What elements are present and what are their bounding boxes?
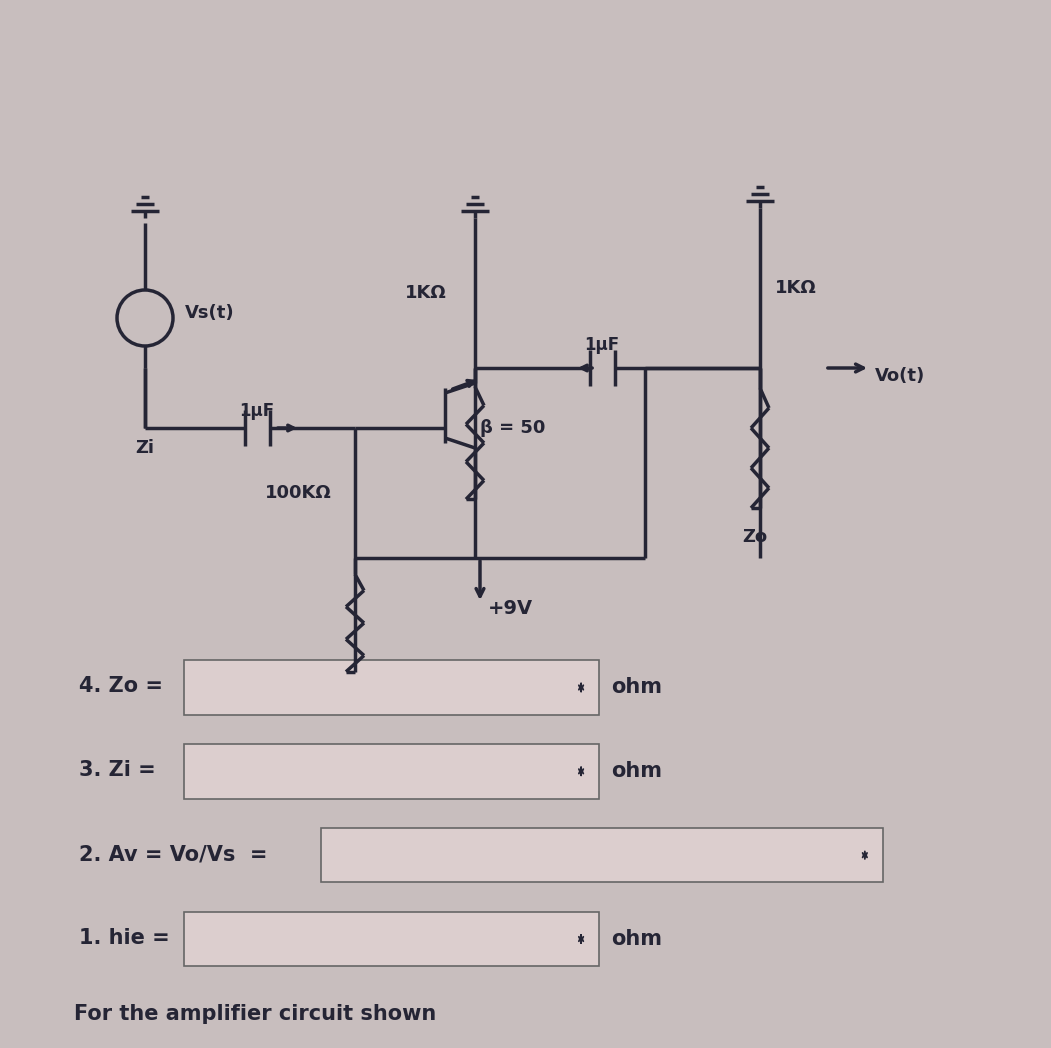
Text: 100KΩ: 100KΩ [265,484,332,502]
Text: 4. Zo =: 4. Zo = [79,676,163,697]
Text: 1μF: 1μF [240,402,274,420]
Text: 1KΩ: 1KΩ [775,279,817,297]
Text: Vs(t): Vs(t) [185,304,234,322]
Bar [184,744,599,799]
Text: ohm: ohm [611,677,662,698]
Text: ohm: ohm [611,929,662,949]
Text: 2. Av = Vo/Vs  =: 2. Av = Vo/Vs = [79,844,267,865]
Text: For the amplifier circuit shown: For the amplifier circuit shown [74,1004,436,1024]
Text: Vo(t): Vo(t) [875,367,925,385]
Text: ohm: ohm [611,761,662,782]
Text: Zo: Zo [742,528,767,546]
Text: 1KΩ: 1KΩ [405,284,447,302]
Text: 3. Zi =: 3. Zi = [79,760,156,781]
Text: 1. hie =: 1. hie = [79,927,169,948]
Bar [321,828,883,882]
Bar [184,912,599,966]
Text: 1μF: 1μF [584,336,619,354]
Text: Zi: Zi [135,439,154,457]
Text: β = 50: β = 50 [480,419,545,437]
Text: +9V: +9V [488,598,533,617]
Bar [184,660,599,715]
